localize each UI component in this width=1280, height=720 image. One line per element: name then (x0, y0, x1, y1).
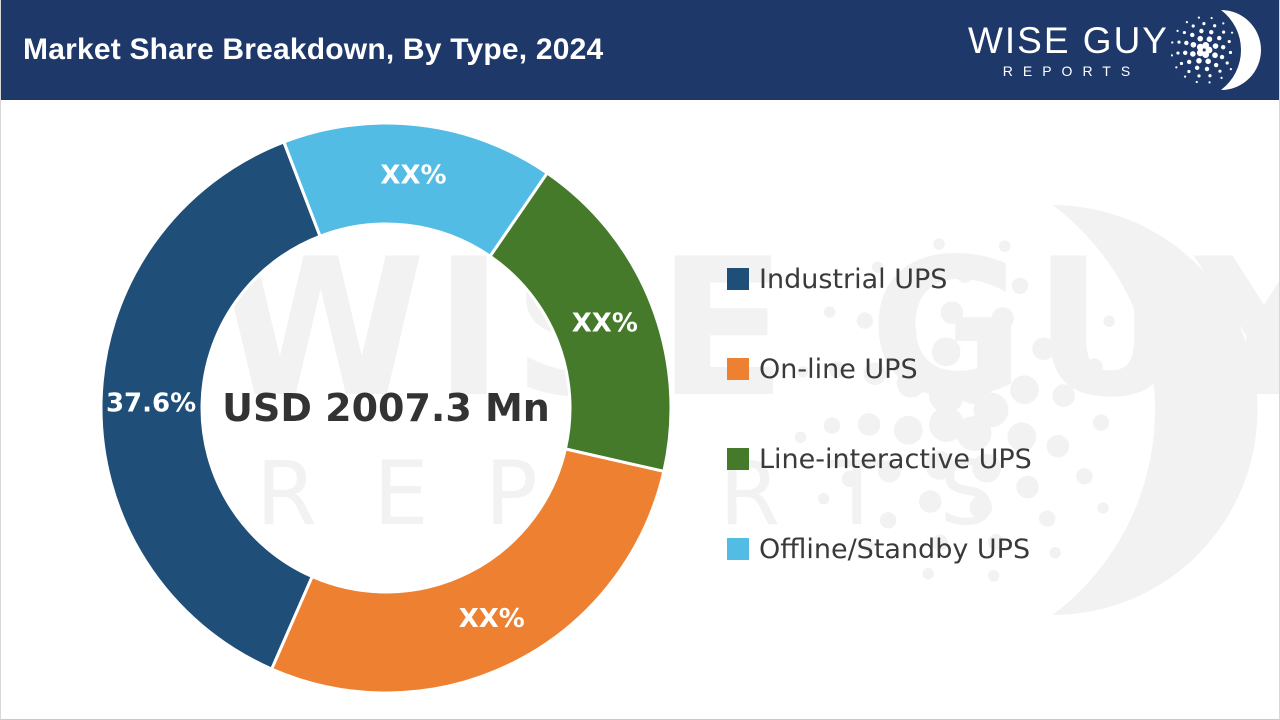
center-value-label: USD 2007.3 Mn (222, 386, 550, 430)
legend-item: Offline/Standby UPS (727, 532, 1032, 566)
slice-value-label: XX% (572, 308, 638, 338)
legend-label: Offline/Standby UPS (759, 533, 1031, 565)
legend-label: On-line UPS (759, 353, 918, 385)
logo-subtitle: REPORTS (1002, 62, 1141, 79)
logo-face-icon (1171, 10, 1261, 90)
legend-swatch (727, 268, 749, 290)
legend-item: On-line UPS (727, 352, 1032, 386)
donut-segment-line-interactive-ups (488, 171, 673, 473)
donut-segment-offline-standby-ups (282, 121, 549, 258)
logo-text: WISE GUY REPORTS (968, 22, 1169, 79)
legend-swatch (727, 448, 749, 470)
chart-area: WISE GUY REPORTS 37.6%XX%XX%XX%USD 2007.… (1, 100, 1280, 719)
donut-segment-on-line-ups (270, 447, 666, 695)
legend-item: Line-interactive UPS (727, 442, 1032, 476)
wise-guy-logo: WISE GUY REPORTS (968, 4, 1265, 96)
watermark-text: WISE GUY (216, 218, 1280, 439)
donut-chart: 37.6% XX% XX% XX% USD 2007.3 Mn (99, 121, 673, 695)
slice-value-label: XX% (459, 604, 525, 634)
slice-value-label: 37.6% (106, 389, 196, 419)
legend-swatch (727, 538, 749, 560)
legend-label: Line-interactive UPS (759, 443, 1032, 475)
donut-segment-industrial-ups (99, 140, 322, 671)
page-title: Market Share Breakdown, By Type, 2024 (23, 33, 604, 66)
legend: Industrial UPS On-line UPS Line-interact… (727, 262, 1032, 622)
legend-item: Industrial UPS (727, 262, 1032, 296)
legend-swatch (727, 358, 749, 380)
watermark-face-icon (794, 205, 1258, 615)
slice-value-label: XX% (380, 161, 446, 191)
logo-wordmark: WISE GUY (967, 19, 1169, 61)
header: Market Share Breakdown, By Type, 2024 WI… (1, 0, 1279, 100)
legend-label: Industrial UPS (759, 263, 948, 295)
